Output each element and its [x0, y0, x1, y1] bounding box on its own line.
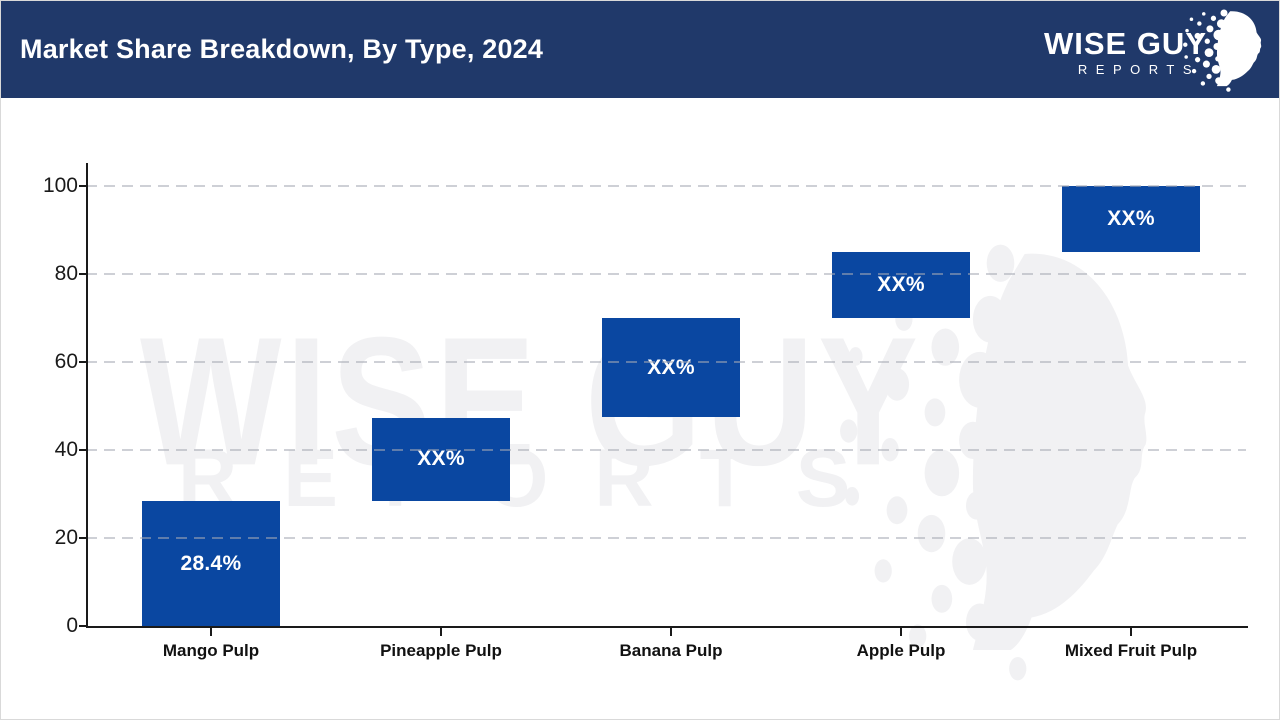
header-bar: Market Share Breakdown, By Type, 2024 WI… — [0, 0, 1280, 98]
bar-segment-mango-pulp: 28.4% — [142, 501, 280, 626]
x-axis-line — [86, 626, 1248, 628]
y-tick-80 — [79, 273, 86, 275]
bar-segment-apple-pulp: XX% — [832, 252, 970, 318]
y-axis-tick-label: 80 — [54, 262, 78, 285]
logo-wordmark: WISE GUY — [1043, 26, 1207, 61]
logo-subtext: REPORTS — [1077, 62, 1200, 77]
y-axis-tick-label: 20 — [54, 526, 78, 549]
x-axis-label: Banana Pulp — [619, 641, 723, 660]
y-tick-100 — [79, 185, 86, 187]
bar-segment-banana-pulp: XX% — [602, 318, 740, 417]
x-axis-label: Mango Pulp — [162, 641, 260, 660]
x-tick-3 — [670, 628, 672, 636]
bar-value-label: XX% — [1107, 207, 1155, 230]
x-tick-4 — [900, 628, 902, 636]
bar-value-label: XX% — [417, 447, 465, 471]
wise-guy-reports-logo: WISE GUY REPORTS — [1022, 0, 1272, 98]
y-tick-0 — [79, 625, 86, 627]
watermark-wordmark: WISE GUY — [140, 298, 923, 504]
bar-value-label: XX% — [877, 273, 925, 296]
watermark-subtext: REPORTS — [178, 433, 897, 524]
bar-value-label: 28.4% — [180, 551, 242, 575]
x-axis-label: Apple Pulp — [856, 641, 946, 660]
y-axis-tick-label: 60 — [54, 350, 78, 373]
gridline-100 — [86, 185, 1246, 187]
y-tick-20 — [79, 537, 86, 539]
x-axis-label: Mixed Fruit Pulp — [1064, 641, 1198, 660]
y-axis-line — [86, 163, 88, 628]
y-tick-40 — [79, 449, 86, 451]
y-axis-tick-label: 0 — [66, 614, 78, 637]
y-tick-60 — [79, 361, 86, 363]
gridline-80 — [86, 273, 1246, 275]
y-axis-tick-label: 40 — [54, 438, 78, 461]
bar-value-label: XX% — [647, 355, 695, 379]
x-axis-label: Pineapple Pulp — [380, 641, 502, 660]
y-axis-tick-label: 100 — [42, 174, 78, 197]
chart-title: Market Share Breakdown, By Type, 2024 — [20, 33, 544, 64]
gridline-40 — [86, 449, 1246, 451]
gridline-20 — [86, 537, 1246, 539]
x-tick-5 — [1130, 628, 1132, 636]
dotted-head-icon — [1183, 9, 1262, 92]
x-tick-2 — [440, 628, 442, 636]
bar-segment-mixed-fruit-pulp: XX% — [1062, 186, 1200, 252]
bar-segment-pineapple-pulp: XX% — [372, 417, 510, 502]
x-tick-1 — [210, 628, 212, 636]
gridline-60 — [86, 361, 1246, 363]
